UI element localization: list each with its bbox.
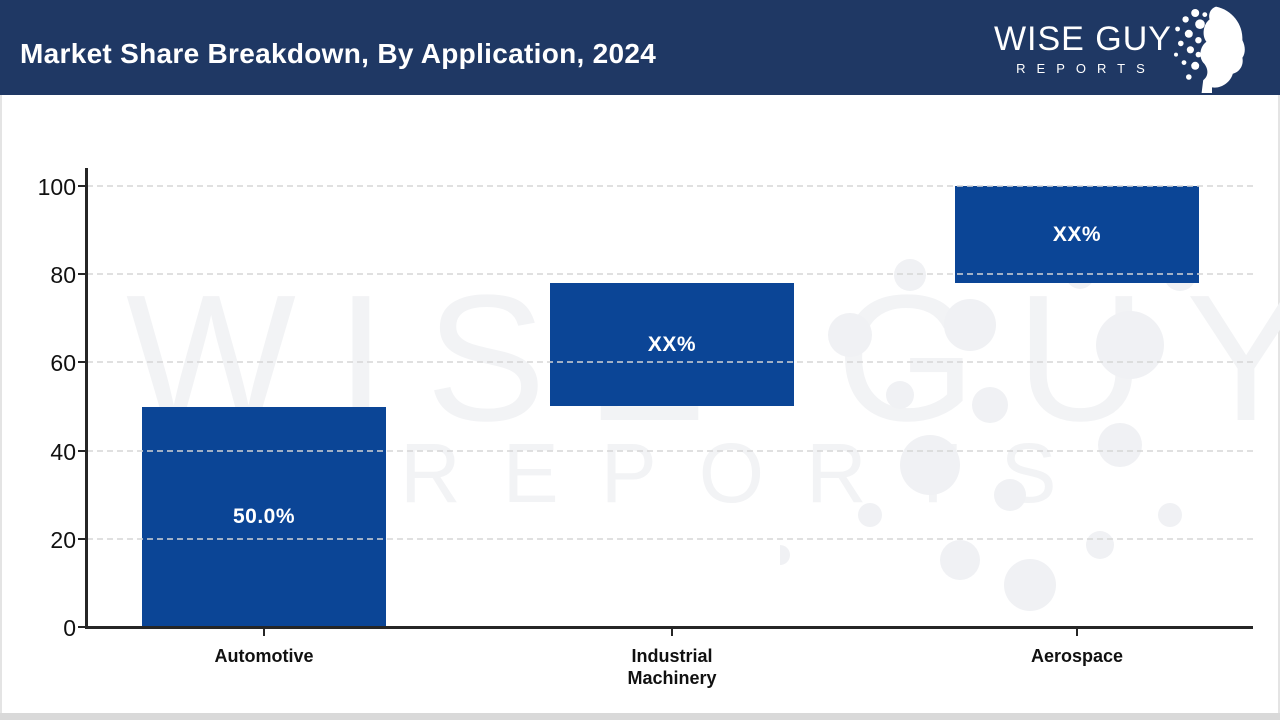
bar-value-label: XX% — [647, 332, 697, 356]
y-tick-mark — [78, 449, 87, 452]
x-tick-mark — [263, 627, 265, 636]
category-label: Aerospace — [1030, 646, 1124, 666]
header: Market Share Breakdown, By Application, … — [0, 0, 1280, 95]
gridline — [87, 361, 1253, 364]
y-tick-label: 100 — [37, 174, 76, 200]
page-right-border — [1278, 95, 1280, 720]
footer-strip — [0, 713, 1280, 720]
y-tick-label: 40 — [50, 438, 76, 465]
bar: XX% — [955, 186, 1199, 284]
bar: 50.0% — [142, 406, 386, 627]
y-tick-label: 0 — [63, 615, 76, 641]
y-tick-mark — [78, 626, 87, 628]
chart-area: WISE GUY REPORTS 02040608010050.0%XX%XX%… — [0, 95, 1280, 713]
brand-name: WISE GUY — [993, 19, 1172, 58]
y-tick-label: 60 — [50, 350, 76, 377]
y-tick-label: 20 — [50, 526, 76, 553]
y-tick-mark — [78, 361, 87, 364]
page-left-border — [0, 95, 2, 720]
y-tick-mark — [78, 273, 87, 276]
page-title: Market Share Breakdown, By Application, … — [20, 37, 657, 69]
y-tick-mark — [78, 185, 87, 187]
gridline — [87, 273, 1253, 276]
category-label: Industrial Machinery — [627, 646, 717, 688]
x-tick-mark — [1076, 627, 1078, 636]
gridline — [87, 185, 1253, 187]
gridline — [87, 537, 1253, 540]
bar-value-label: XX% — [1052, 222, 1102, 246]
category-label: Automotive — [214, 646, 314, 666]
bar-value-label: 50.0% — [232, 504, 296, 528]
brand-logo-text: WISE GUY REPORTS — [994, 22, 1172, 76]
y-tick-mark — [78, 537, 87, 540]
x-tick-mark — [671, 627, 673, 636]
bar: XX% — [550, 283, 794, 407]
gridline — [87, 449, 1253, 452]
brand-subname: REPORTS — [1016, 60, 1156, 76]
brand-logo: WISE GUY REPORTS — [994, 5, 1250, 93]
y-tick-label: 80 — [50, 262, 76, 289]
dotted-head-profile-icon — [1174, 6, 1245, 93]
y-axis-line — [85, 168, 88, 629]
x-axis-line — [85, 626, 1253, 629]
